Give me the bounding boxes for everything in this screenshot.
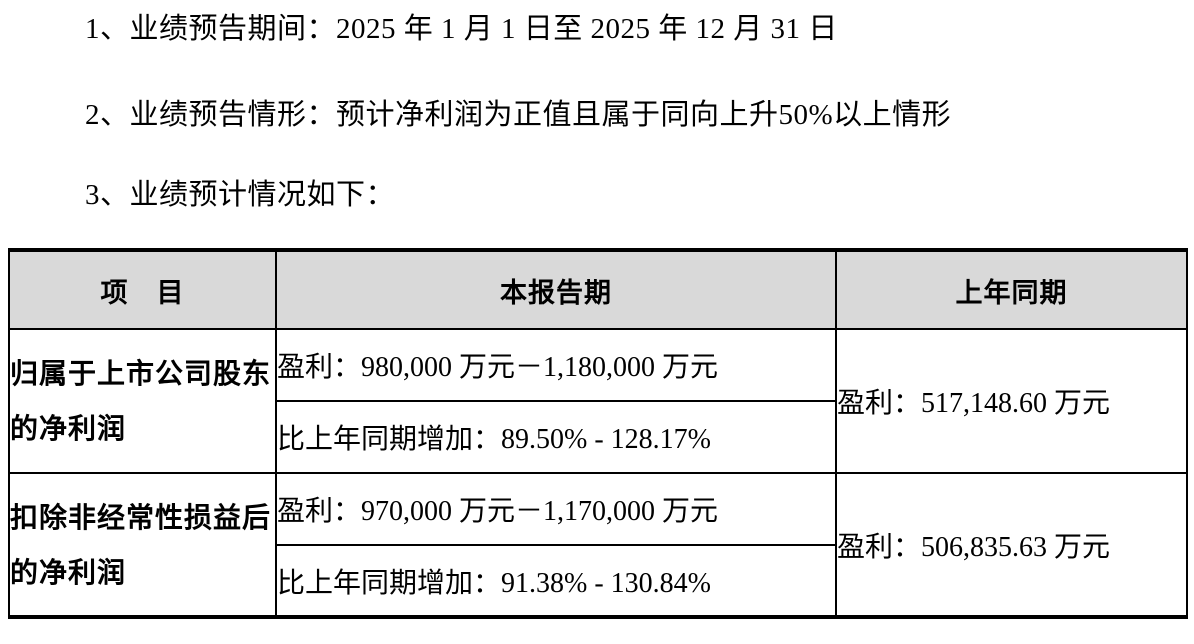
value-cell-current-change-row2: 比上年同期增加：91.38% - 130.84% (275, 544, 837, 618)
value-cell-current-profit-row1: 盈利：980,000 万元－1,180,000 万元 (275, 328, 837, 402)
table-row: 比上年同期增加：91.38% - 130.84% (9, 544, 1187, 618)
value-cell-prior-profit-row2: 盈利：506,835.63 万元 (835, 472, 1188, 618)
table-row: 扣除非经常性损益后的净利润 盈利：970,000 万元－1,170,000 万元… (8, 472, 1188, 618)
value-cell-current-profit-row2: 盈利：970,000 万元－1,170,000 万元 (275, 472, 837, 546)
value-cell-current-change-row1: 比上年同期增加：89.50% - 128.17% (275, 400, 837, 474)
item-cell-net-profit-attributable: 归属于上市公司股东的净利润 (8, 328, 277, 474)
table-header-prior-period: 上年同期 (835, 249, 1188, 330)
table-header-row: 项 目 本报告期 上年同期 (8, 249, 1188, 330)
table-row: 比上年同期增加：89.50% - 128.17% (9, 400, 1187, 474)
item-cell-net-profit-deducted: 扣除非经常性损益后的净利润 (8, 472, 277, 618)
table-header-current-period: 本报告期 (275, 249, 837, 330)
table-row: 归属于上市公司股东的净利润 盈利：980,000 万元－1,180,000 万元… (8, 328, 1188, 474)
paragraph-forecast-period: 1、业绩预告期间：2025 年 1 月 1 日至 2025 年 12 月 31 … (85, 13, 838, 45)
paragraph-forecast-scenario: 2、业绩预告情形：预计净利润为正值且属于同向上升50%以上情形 (85, 99, 952, 131)
table-header-item: 项 目 (8, 249, 277, 330)
forecast-table: 项 目 本报告期 上年同期 归属于上市公司股东的净利润 盈利：980,000 万… (8, 248, 1188, 619)
value-cell-prior-profit-row1: 盈利：517,148.60 万元 (835, 328, 1188, 474)
forecast-table-container: 项 目 本报告期 上年同期 归属于上市公司股东的净利润 盈利：980,000 万… (8, 248, 1188, 619)
paragraph-forecast-intro: 3、业绩预计情况如下： (85, 179, 396, 211)
